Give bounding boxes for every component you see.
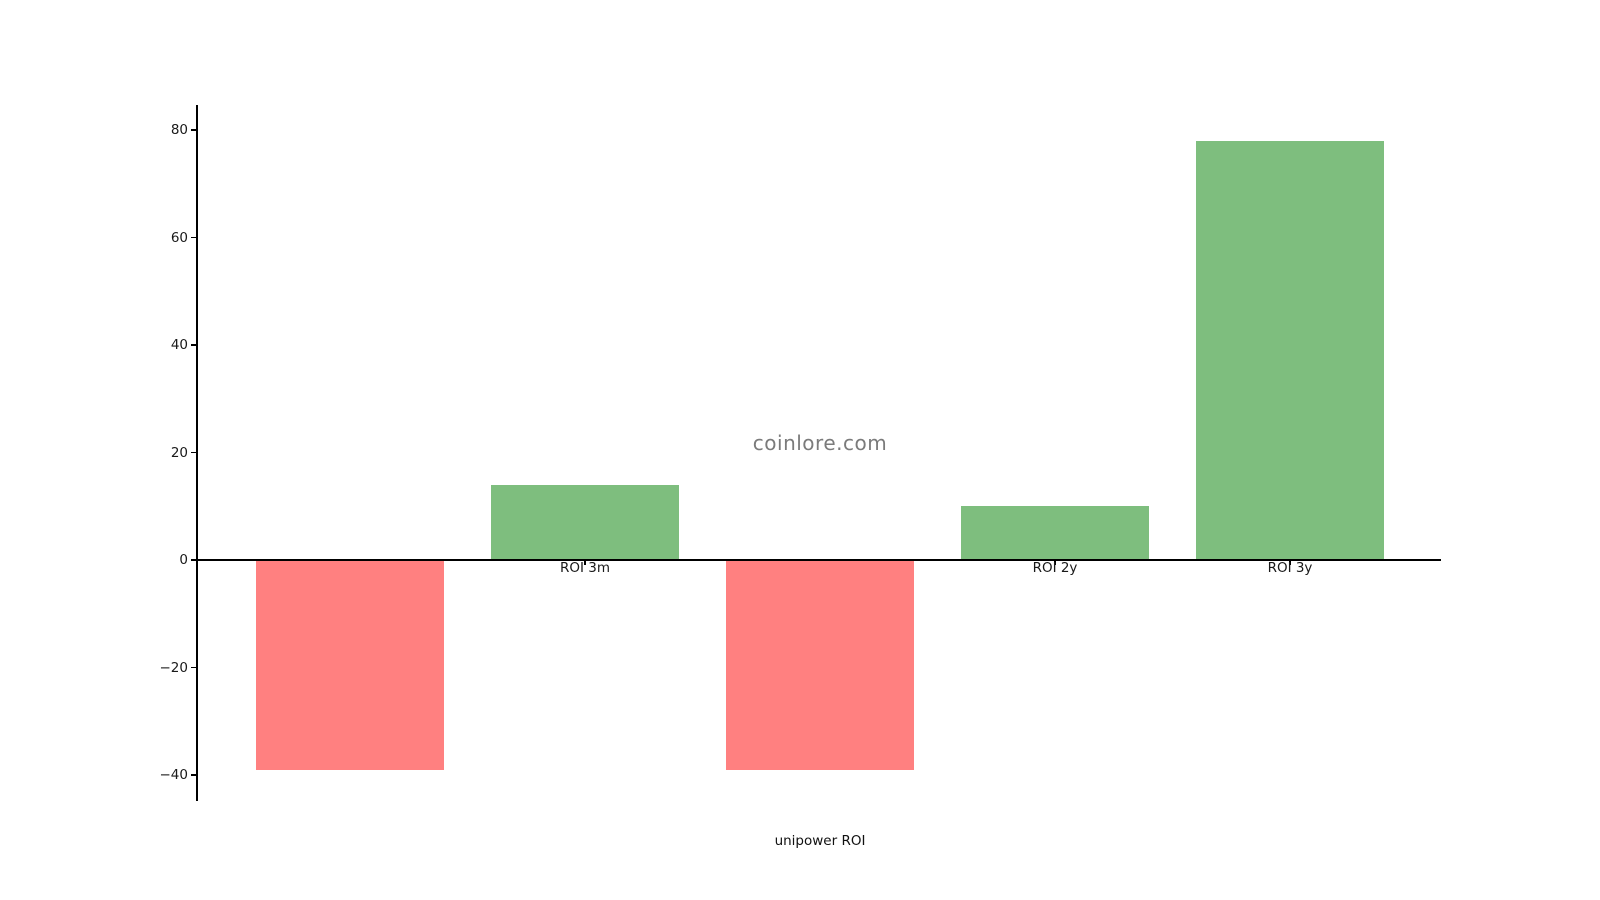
x-tick [1054,560,1056,565]
x-tick [1289,560,1291,565]
bar-positive [491,484,679,560]
y-tick-label: 20 [170,444,188,461]
y-tick-label: 80 [170,122,188,138]
y-tick [191,129,196,131]
y-tick-label: 60 [170,229,188,246]
watermark: coinlore.com [752,431,888,455]
y-tick-label: 40 [170,337,188,353]
x-tick [584,560,586,565]
x-axis-title: unipower ROI [774,833,866,849]
x-tick-label: ROI 3y [1267,560,1313,576]
bar-negative [726,560,914,771]
y-tick-label: 0 [179,552,188,568]
bar-negative [256,560,444,771]
y-tick [191,559,196,561]
y-tick [191,451,196,454]
bar-positive [961,506,1149,560]
x-tick-label: ROI 2y [1032,560,1078,576]
x-tick-label: ROI 3m [559,560,611,576]
y-tick [191,774,196,776]
bar-positive [1196,140,1384,560]
y-tick [191,344,196,346]
y-tick [191,666,196,669]
x-axis-line [196,559,1441,561]
y-tick [191,236,196,239]
y-tick-label: −20 [159,659,189,676]
y-tick-label: −40 [159,767,189,783]
y-axis-line [196,105,198,801]
